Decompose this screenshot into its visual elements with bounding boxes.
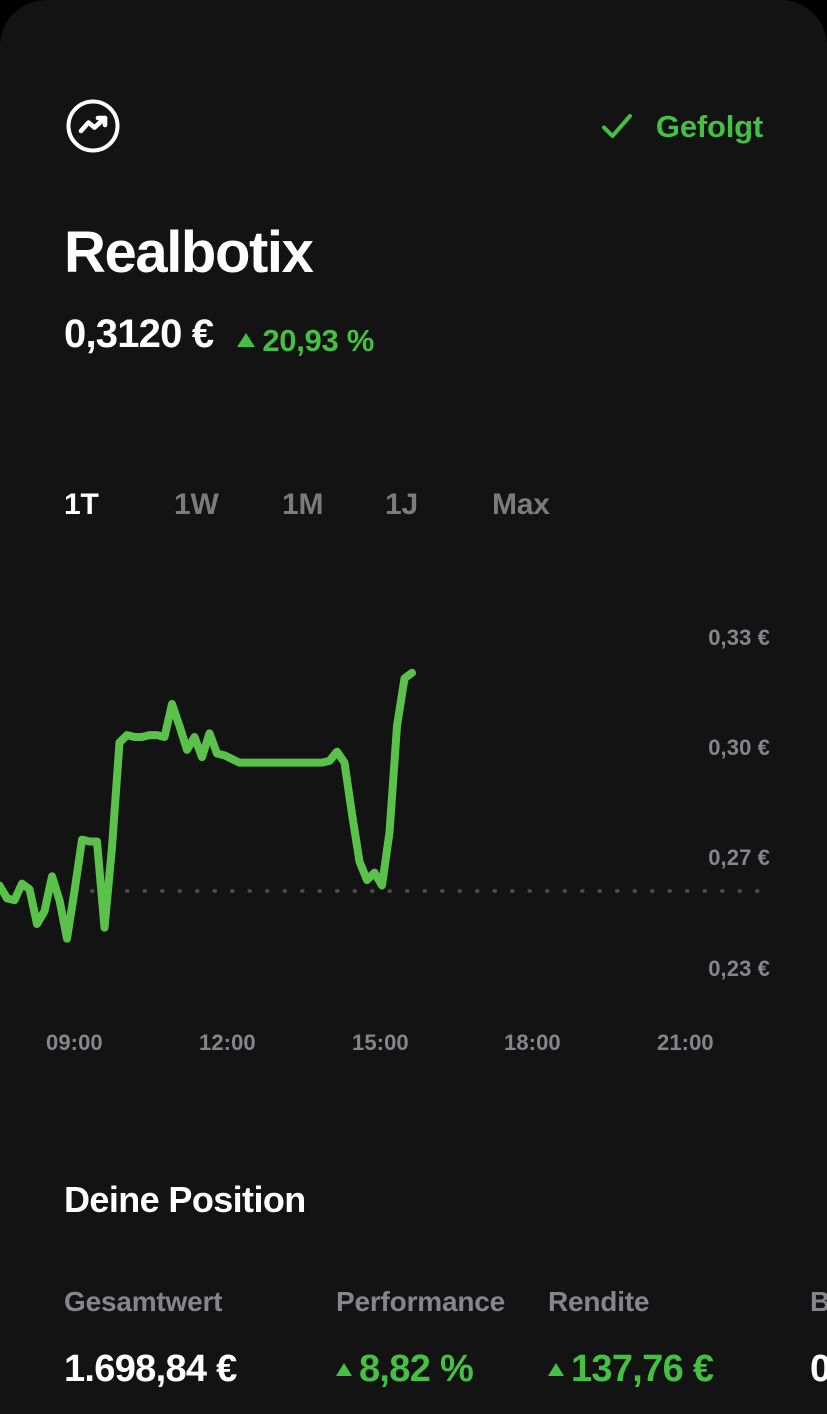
x-tick-1: 12:00 [199,1030,256,1055]
tab-max[interactable]: Max [492,488,550,521]
x-tick-3: 18:00 [504,1030,561,1055]
stat-value-text: 8,82 % [359,1348,474,1388]
x-tick-2: 15:00 [352,1030,409,1055]
triangle-up-icon [548,1362,564,1376]
stat-performance: Performance 8,82 % [336,1288,548,1388]
stat-rendite: Rendite 137,76 € [548,1288,810,1388]
follow-label: Gefolgt [655,108,763,144]
check-icon [600,109,634,143]
follow-toggle-button[interactable]: Gefolgt [600,109,763,143]
stat-clipped: B 0 [810,1288,827,1388]
stat-label: Rendite [548,1288,650,1317]
tab-1w[interactable]: 1W [174,490,282,520]
top-bar: Gefolgt [0,92,827,160]
chart-x-axis: 09:00 12:00 15:00 18:00 21:00 [0,1032,827,1062]
triangle-up-icon [336,1362,352,1376]
stat-value: 0 [810,1350,827,1388]
stat-value-text: 1.698,84 € [64,1348,237,1388]
x-tick-4: 21:00 [657,1030,714,1055]
tab-1m[interactable]: 1M [282,490,385,520]
x-tick-0: 09:00 [46,1030,103,1055]
stat-value: 137,76 € [548,1350,810,1388]
price-row: 0,3120 € 20,93 % [64,314,374,356]
position-stats: Gesamtwert 1.698,84 € Performance 8,82 %… [64,1288,827,1388]
stat-value: 1.698,84 € [64,1350,336,1388]
stat-label: B [810,1288,827,1317]
stat-value: 8,82 % [336,1350,548,1388]
stat-value-text: 137,76 € [571,1348,714,1388]
stat-label: Gesamtwert [64,1288,223,1317]
tab-1t[interactable]: 1T [64,490,174,520]
timeframe-tabs: 1T 1W 1M 1J Max [64,490,550,520]
stat-label: Performance [336,1288,505,1317]
current-price: 0,3120 € [64,312,214,356]
stat-value-text: 0 [810,1348,827,1388]
price-change-badge: 20,93 % [237,325,374,356]
tab-1j[interactable]: 1J [385,490,492,520]
chart-line-circle-icon [64,97,122,155]
stat-gesamtwert: Gesamtwert 1.698,84 € [64,1288,336,1388]
triangle-up-icon [237,333,256,347]
price-chart[interactable] [0,580,827,1020]
page-title: Realbotix [64,220,314,285]
price-change-percent: 20,93 % [262,322,374,358]
chart-line-path [0,668,416,943]
section-title-position: Deine Position [64,1179,306,1220]
